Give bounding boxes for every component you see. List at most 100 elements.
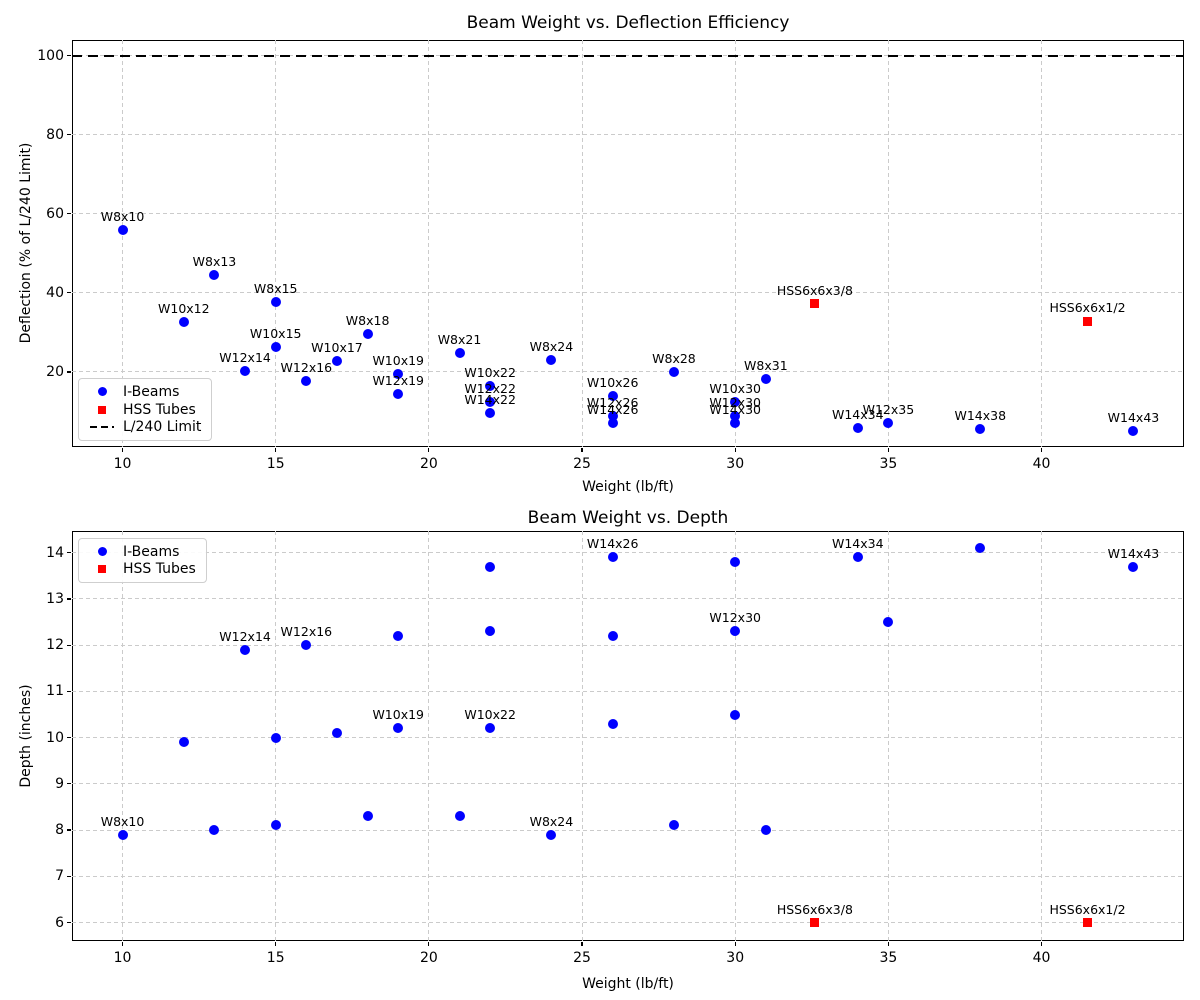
- y-tick-label-20: 20: [46, 363, 64, 380]
- data-point-w8x21: [454, 811, 465, 822]
- data-point-w14x38: [975, 424, 986, 435]
- point-label-w12x26: W12x26: [586, 394, 639, 410]
- gridline-y-13: [72, 598, 1184, 600]
- y-tick-60: [67, 213, 71, 215]
- gridline-x-40: [1041, 531, 1043, 941]
- point-label-w14x43: W14x43: [1107, 410, 1160, 426]
- data-point-w8x31: [760, 374, 771, 385]
- x-tick-label-10: 10: [113, 456, 132, 472]
- legend-marker: [98, 405, 106, 414]
- gridline-x-25: [581, 531, 583, 941]
- gridline-x-10: [122, 40, 124, 447]
- point-label-w8x15: W8x15: [253, 280, 298, 296]
- x-tick-40: [1040, 448, 1043, 452]
- point-label-w14x38: W14x38: [954, 408, 1007, 424]
- data-point-w10x30: [730, 397, 741, 408]
- legend-marker: [97, 547, 107, 557]
- point-label-w8x28: W8x28: [652, 350, 696, 366]
- x-tick-label-40: 40: [1032, 456, 1051, 472]
- point-label-w14x22: W14x22: [464, 392, 516, 408]
- hss-tube-marker-icon: [87, 565, 117, 574]
- point-label-w8x31: W8x31: [744, 358, 788, 374]
- data-point-w14x43: [1128, 561, 1139, 572]
- gridline-y-14: [72, 552, 1184, 554]
- y-tick-label-11: 11: [46, 683, 64, 700]
- data-point-w10x12: [178, 316, 189, 327]
- gridline-y-40: [72, 292, 1184, 294]
- data-point-w10x15: [270, 342, 281, 353]
- legend-label: HSS Tubes: [123, 561, 196, 578]
- gridline-y-10: [72, 737, 1184, 739]
- data-point-hss6x6x1-2: [1083, 316, 1092, 326]
- data-point-w8x21: [454, 347, 465, 358]
- data-point-w12x30: [730, 626, 741, 637]
- point-label-w8x13: W8x13: [192, 254, 237, 270]
- data-point-w8x31: [760, 825, 771, 836]
- point-label-w14x26: W14x26: [586, 401, 639, 417]
- point-label-w8x24: W8x24: [529, 338, 574, 354]
- data-point-w10x12: [178, 737, 189, 748]
- y-tick-12: [67, 644, 71, 646]
- x-tick-30: [734, 942, 736, 946]
- data-point-w8x28: [668, 366, 679, 377]
- data-point-w12x35: [883, 617, 894, 628]
- data-point-w12x22: [485, 626, 496, 637]
- point-label-w12x35: W12x35: [862, 401, 915, 417]
- data-point-w12x26: [607, 630, 618, 641]
- x-tick-label-30: 30: [726, 456, 745, 472]
- gridline-x-35: [887, 40, 889, 447]
- legend-label: I-Beams: [123, 383, 180, 400]
- data-point-w12x22: [485, 396, 496, 407]
- y-tick-7: [67, 875, 71, 877]
- y-tick-label-60: 60: [46, 205, 64, 222]
- legend: I-Beams HSS Tubes L/240 Limit: [78, 378, 213, 441]
- x-tick-label-30: 30: [726, 950, 745, 966]
- point-label-w10x19: W10x19: [372, 707, 425, 723]
- data-point-w8x10: [117, 829, 128, 840]
- data-point-w10x19: [393, 368, 404, 379]
- y-tick-11: [67, 690, 71, 692]
- point-label-w10x26: W10x26: [586, 375, 639, 391]
- point-label-w10x22: W10x22: [464, 707, 516, 723]
- data-point-w8x24: [546, 829, 557, 840]
- hss-tube-marker-icon: [87, 405, 117, 414]
- legend-label: HSS Tubes: [123, 401, 196, 418]
- data-point-w12x30: [730, 410, 741, 421]
- data-point-hss6x6x1-2: [1083, 918, 1092, 927]
- gridline-x-35: [887, 531, 889, 941]
- x-axis-label: Weight (lb/ft): [582, 976, 674, 992]
- i-beam-marker-icon: [87, 387, 117, 397]
- point-label-w12x19: W12x19: [372, 373, 425, 389]
- point-label-w12x22: W12x22: [464, 380, 516, 396]
- legend-label: L/240 Limit: [123, 419, 202, 436]
- legend: I-Beams HSS Tubes: [78, 538, 207, 583]
- point-label-w8x24: W8x24: [529, 813, 574, 829]
- point-label-w8x10: W8x10: [100, 208, 145, 224]
- gridline-x-30: [734, 40, 736, 447]
- deflection-plot-area: [72, 40, 1184, 447]
- y-tick-label-100: 100: [37, 47, 64, 64]
- x-tick-label-35: 35: [879, 950, 898, 966]
- y-tick-40: [67, 292, 71, 294]
- gridline-y-20: [72, 371, 1184, 373]
- x-tick-label-40: 40: [1032, 950, 1051, 966]
- data-point-w8x18: [362, 329, 373, 340]
- data-point-w10x17: [331, 727, 342, 738]
- legend-marker: [90, 425, 114, 429]
- y-tick-label-7: 7: [55, 868, 64, 885]
- x-tick-25: [581, 942, 583, 946]
- point-label-w8x18: W8x18: [345, 313, 390, 329]
- point-label-w10x19: W10x19: [372, 352, 425, 368]
- x-tick-15: [275, 448, 277, 452]
- y-tick-label-6: 6: [55, 914, 64, 931]
- data-point-w8x10: [117, 224, 128, 235]
- gridline-y-80: [72, 134, 1184, 136]
- gridline-y-60: [72, 213, 1184, 215]
- data-point-w8x18: [362, 811, 373, 822]
- data-point-w10x26: [607, 391, 618, 402]
- y-tick-label-8: 8: [55, 822, 64, 839]
- y-tick-label-80: 80: [46, 126, 64, 143]
- limit-dash-icon: [87, 425, 117, 429]
- data-point-w14x34: [852, 552, 863, 563]
